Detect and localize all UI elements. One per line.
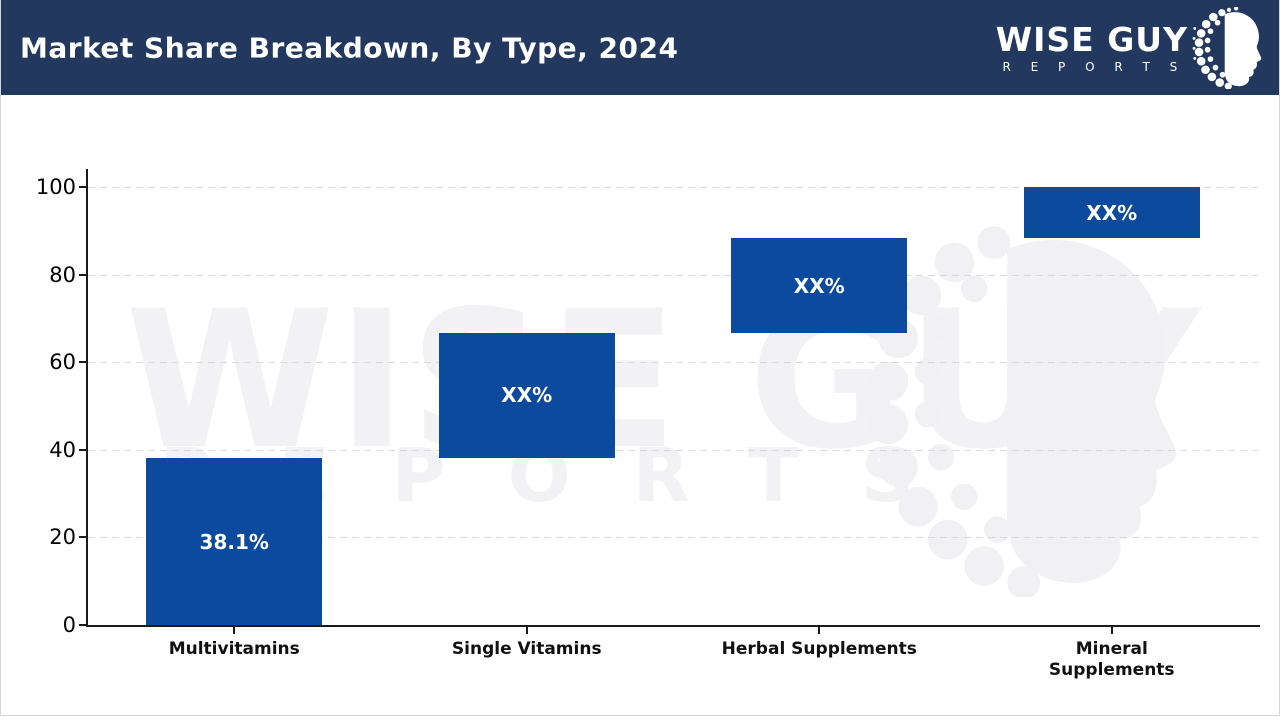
x-tick-mark-multivitamins [233,625,236,634]
gridline-100 [88,187,1258,188]
wise-guy-face-icon [1192,7,1262,89]
logo-name: WISE GUY [995,19,1188,59]
face-dots-group [1192,7,1262,89]
y-tick-label-80: 80 [49,262,76,287]
y-axis [86,169,88,627]
x-tick-label-herbal-supplements: Herbal Supplements [721,639,917,659]
y-tick-mark-100 [79,186,88,188]
gridline-20 [88,537,1258,539]
y-tick-label-0: 0 [62,613,76,637]
x-tick-label-multivitamins: Multivitamins [168,639,300,659]
gridline-80 [88,274,1258,276]
watermark-face-dots-group [868,226,1176,597]
plot-area: WISE GUY REPORTS 0 20 40 60 80 100 38.1% XX% XX%… [0,95,1280,717]
bar-multivitamins: 38.1% [146,458,323,625]
bar-value-label: XX% [1086,200,1138,225]
bar-value-label: 38.1% [199,529,269,554]
x-tick-label-mineral-supplements: Mineral Supplements [1048,639,1175,681]
y-tick-mark-0 [79,624,88,626]
x-tick-mark-mineral-supplements [1110,625,1113,634]
bar-value-label: XX% [793,273,845,298]
y-tick-label-40: 40 [49,437,76,462]
bar-single-vitamins: XX% [438,332,615,459]
chart-title: Market Share Breakdown, By Type, 2024 [20,31,679,64]
bar-mineral-supplements: XX% [1023,187,1200,239]
header-band: Market Share Breakdown, By Type, 2024 WI… [0,0,1280,95]
x-tick-mark-herbal-supplements [818,625,821,634]
logo-text: WISE GUY R E P O R T S [996,23,1188,74]
x-axis [86,625,1260,627]
logo-reports: R E P O R T S [1002,59,1186,74]
y-tick-mark-80 [79,273,88,276]
y-tick-label-100: 100 [35,175,76,199]
y-tick-mark-20 [79,536,88,539]
bar-herbal-supplements: XX% [731,238,908,333]
bar-value-label: XX% [501,383,553,408]
y-tick-label-60: 60 [49,350,76,375]
y-tick-mark-60 [79,361,88,364]
x-tick-label-single-vitamins: Single Vitamins [451,639,602,659]
watermark-face-icon [868,226,1176,597]
wise-guy-logo: WISE GUY R E P O R T S [996,6,1268,90]
y-tick-label-20: 20 [49,525,76,550]
gridline-40 [88,449,1258,451]
gridline-60 [88,362,1258,364]
x-tick-mark-single-vitamins [525,625,528,634]
y-tick-mark-40 [79,448,88,451]
